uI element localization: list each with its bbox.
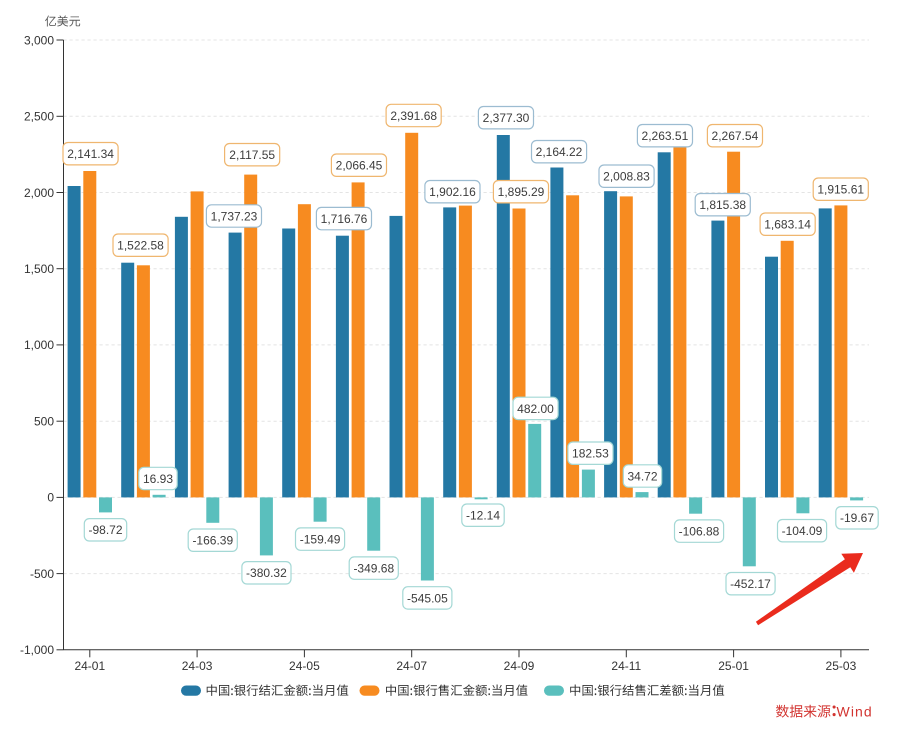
svg-text:0: 0 xyxy=(47,491,54,505)
svg-text:-380.32: -380.32 xyxy=(246,566,287,580)
svg-text:-159.49: -159.49 xyxy=(300,533,341,547)
svg-text:2,141.34: 2,141.34 xyxy=(67,147,114,161)
svg-text:-19.67: -19.67 xyxy=(840,511,874,525)
svg-text:1,915.61: 1,915.61 xyxy=(817,183,864,197)
svg-text:2,267.54: 2,267.54 xyxy=(712,129,759,143)
svg-text:2,377.30: 2,377.30 xyxy=(483,111,530,125)
svg-text:2,500: 2,500 xyxy=(24,110,54,124)
svg-text:1,522.58: 1,522.58 xyxy=(117,239,164,253)
svg-text:-166.39: -166.39 xyxy=(192,534,233,548)
svg-text:2,391.68: 2,391.68 xyxy=(390,109,437,123)
svg-text:-104.09: -104.09 xyxy=(782,524,823,538)
svg-text:2,008.83: 2,008.83 xyxy=(603,170,650,184)
svg-text:24-05: 24-05 xyxy=(289,659,320,673)
svg-text:500: 500 xyxy=(34,415,54,429)
svg-text:25-01: 25-01 xyxy=(718,659,749,673)
svg-text:3,000: 3,000 xyxy=(24,33,54,47)
svg-text:24-03: 24-03 xyxy=(182,659,213,673)
svg-text:24-09: 24-09 xyxy=(504,659,535,673)
svg-text:24-07: 24-07 xyxy=(396,659,427,673)
svg-text:1,000: 1,000 xyxy=(24,338,54,352)
svg-text:25-03: 25-03 xyxy=(826,659,857,673)
svg-text:34.72: 34.72 xyxy=(627,469,657,483)
svg-text:2,263.51: 2,263.51 xyxy=(642,129,689,143)
svg-text:2,164.22: 2,164.22 xyxy=(536,145,583,159)
svg-text:1,500: 1,500 xyxy=(24,262,54,276)
svg-text:-1,000: -1,000 xyxy=(20,643,54,657)
svg-text:2,117.55: 2,117.55 xyxy=(229,148,275,162)
svg-text:24-01: 24-01 xyxy=(74,659,105,673)
svg-text:24-11: 24-11 xyxy=(611,659,641,673)
svg-text:2,066.45: 2,066.45 xyxy=(336,159,383,173)
svg-text:1,716.76: 1,716.76 xyxy=(321,212,368,226)
svg-text:2,000: 2,000 xyxy=(24,186,54,200)
svg-text:-500: -500 xyxy=(30,567,54,581)
svg-text:1,895.29: 1,895.29 xyxy=(498,185,545,199)
svg-text:182.53: 182.53 xyxy=(572,447,609,461)
svg-text:-452.17: -452.17 xyxy=(730,577,771,591)
svg-text:-349.68: -349.68 xyxy=(353,562,394,576)
svg-text:-545.05: -545.05 xyxy=(407,591,448,605)
svg-text:-98.72: -98.72 xyxy=(88,523,122,537)
svg-text:482.00: 482.00 xyxy=(517,402,554,416)
svg-text:-106.88: -106.88 xyxy=(679,525,720,539)
svg-text:1,737.23: 1,737.23 xyxy=(211,209,258,223)
svg-text:Wind: Wind xyxy=(837,703,873,719)
svg-text:-12.14: -12.14 xyxy=(466,509,500,523)
svg-text:1,683.14: 1,683.14 xyxy=(764,218,811,232)
svg-text:16.93: 16.93 xyxy=(143,472,173,486)
svg-text:1,815.38: 1,815.38 xyxy=(699,198,746,212)
svg-text:1,902.16: 1,902.16 xyxy=(429,185,476,199)
